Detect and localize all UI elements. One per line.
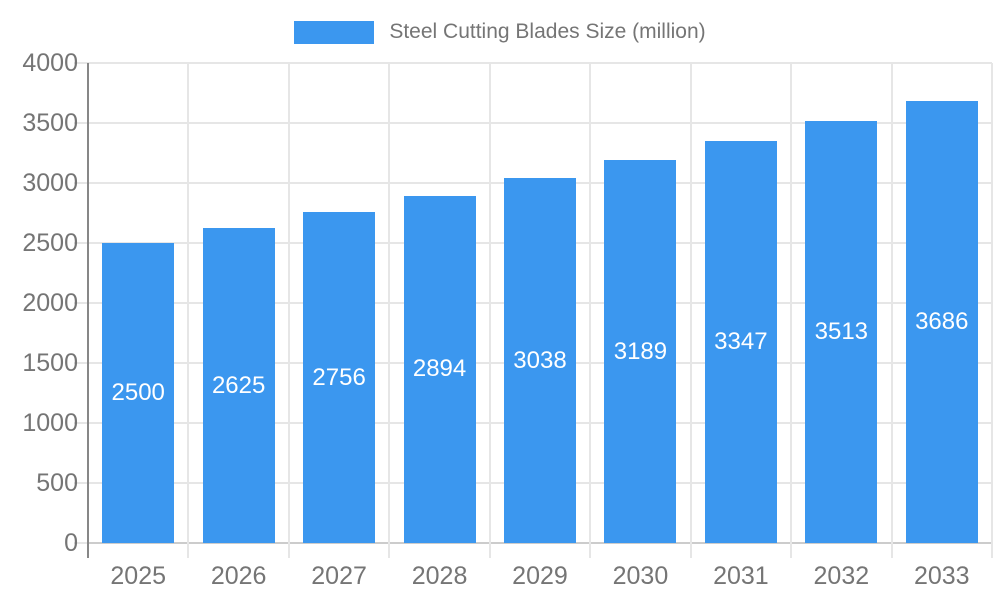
x-axis-label: 2028 bbox=[411, 562, 468, 590]
x-axis-baseline bbox=[88, 542, 992, 544]
bar[interactable]: 2500 bbox=[102, 243, 175, 543]
bar-value-label: 2500 bbox=[111, 379, 165, 406]
y-tick bbox=[74, 542, 88, 544]
y-tick bbox=[74, 122, 88, 124]
bar-value-label: 3686 bbox=[915, 307, 969, 335]
gridline-vertical bbox=[388, 63, 391, 558]
x-axis-label: 2032 bbox=[813, 562, 870, 590]
x-axis-label: 2033 bbox=[913, 562, 970, 590]
y-tick bbox=[74, 362, 88, 364]
gridline-vertical bbox=[890, 63, 893, 558]
y-axis-label: 4000 bbox=[22, 49, 78, 77]
y-tick bbox=[74, 302, 88, 304]
y-axis-label: 0 bbox=[64, 529, 78, 557]
gridline-vertical bbox=[991, 63, 993, 558]
bar[interactable]: 2625 bbox=[202, 228, 275, 543]
bar-value-label: 3038 bbox=[513, 346, 567, 374]
gridline-vertical bbox=[790, 63, 793, 558]
y-axis-line bbox=[87, 63, 89, 558]
bar[interactable]: 3686 bbox=[905, 100, 978, 543]
gridline-vertical bbox=[287, 63, 290, 558]
bar-value-label: 3513 bbox=[814, 318, 869, 346]
gridline bbox=[88, 122, 992, 124]
x-axis-label: 2031 bbox=[713, 562, 769, 590]
bar[interactable]: 3189 bbox=[604, 160, 677, 543]
x-axis-label: 2030 bbox=[612, 562, 669, 590]
x-axis-label: 2029 bbox=[512, 562, 568, 590]
legend-label: Steel Cutting Blades Size (million) bbox=[389, 20, 706, 43]
y-axis-label: 1000 bbox=[22, 409, 78, 437]
bar[interactable]: 2756 bbox=[303, 212, 376, 543]
legend-swatch bbox=[294, 20, 375, 44]
y-tick bbox=[74, 482, 88, 484]
x-axis-label: 2025 bbox=[110, 562, 167, 590]
y-tick bbox=[74, 182, 88, 184]
bar[interactable]: 3038 bbox=[504, 178, 576, 543]
bar-value-label: 2894 bbox=[412, 355, 467, 383]
y-axis-label: 500 bbox=[36, 469, 78, 497]
gridline-vertical bbox=[589, 63, 592, 558]
bar-value-label: 3347 bbox=[714, 328, 768, 356]
x-axis-label: 2026 bbox=[210, 562, 267, 590]
y-tick bbox=[74, 62, 88, 64]
y-axis-label: 1500 bbox=[22, 349, 78, 377]
bar[interactable]: 3513 bbox=[805, 121, 878, 543]
legend: Steel Cutting Blades Size (million) bbox=[0, 19, 1000, 45]
bar[interactable]: 3347 bbox=[704, 141, 777, 543]
bar-value-label: 3189 bbox=[613, 337, 668, 365]
x-axis-label: 2027 bbox=[311, 562, 367, 590]
bar-value-label: 2625 bbox=[211, 371, 266, 399]
y-tick bbox=[74, 422, 88, 424]
y-axis-label: 3000 bbox=[22, 169, 78, 197]
gridline-vertical bbox=[689, 63, 692, 558]
gridline bbox=[88, 62, 992, 64]
gridline-vertical bbox=[488, 63, 491, 558]
bar-value-label: 2756 bbox=[312, 363, 366, 391]
y-axis-label: 2500 bbox=[22, 229, 78, 257]
y-tick bbox=[74, 242, 88, 244]
y-axis-label: 3500 bbox=[22, 109, 78, 137]
y-axis-label: 2000 bbox=[22, 289, 78, 317]
gridline-vertical bbox=[187, 63, 190, 558]
bar[interactable]: 2894 bbox=[403, 195, 476, 543]
